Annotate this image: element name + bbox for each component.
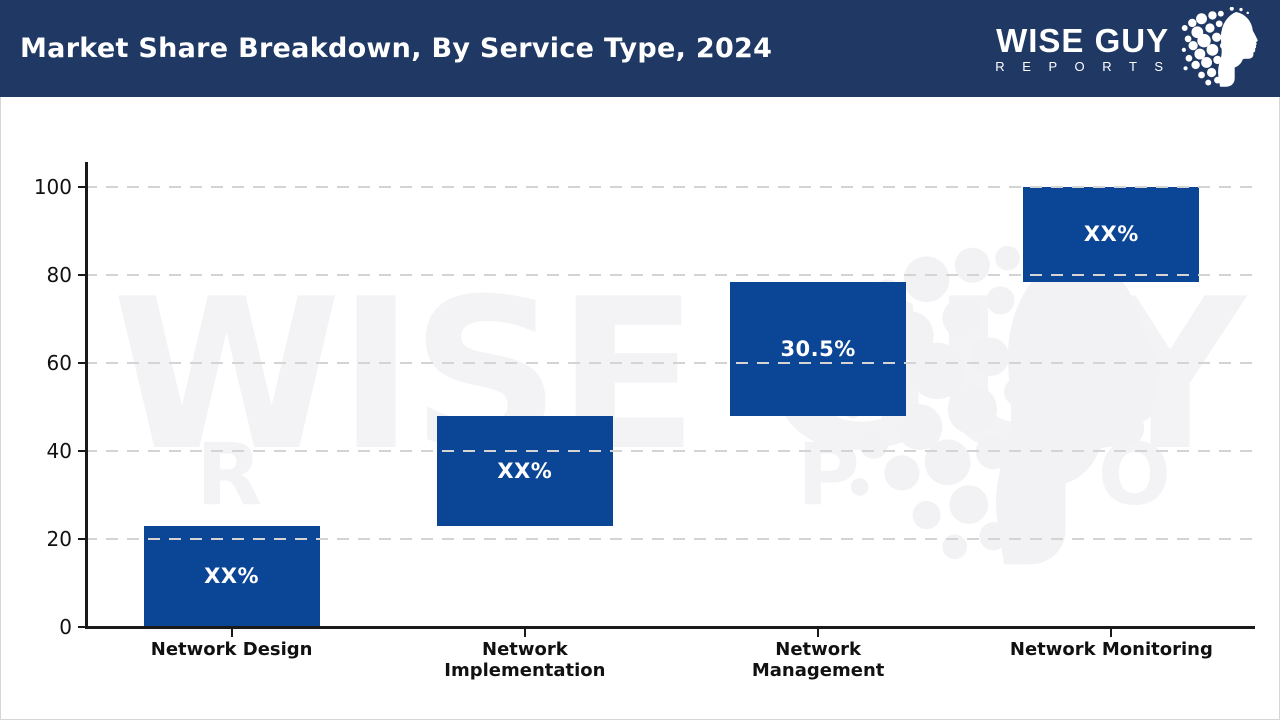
brand-logo: WISE GUY R E P O R T S — [995, 6, 1266, 92]
x-tick-mark — [817, 629, 820, 637]
dotted-head-logo-icon — [1181, 7, 1258, 87]
category-label: Network Implementation — [444, 639, 606, 682]
brand-logo-text: WISE GUY R E P O R T S — [995, 21, 1170, 75]
y-tick-label: 0 — [59, 615, 72, 639]
y-tick-label: 80 — [46, 263, 72, 287]
gridline-y20 — [85, 538, 1258, 540]
category-label: Network Management — [751, 639, 885, 682]
y-tick-label: 100 — [33, 175, 72, 199]
y-tick-mark — [78, 186, 86, 188]
bar-value-label: XX% — [204, 564, 260, 589]
y-tick-label: 40 — [46, 439, 72, 463]
y-axis — [85, 162, 88, 628]
x-tick-mark — [1110, 629, 1113, 637]
y-tick-mark — [78, 626, 86, 628]
brand-name: WISE GUY — [996, 21, 1170, 59]
y-tick-label: 60 — [46, 351, 72, 375]
gridline-y40 — [85, 450, 1258, 452]
gridline-y60 — [85, 362, 1258, 364]
bar-value-label: XX% — [497, 458, 553, 483]
brand-subtitle: R E P O R T S — [995, 59, 1170, 75]
x-axis — [85, 626, 1255, 629]
bar-value-label: 30.5% — [780, 336, 856, 361]
y-tick-mark — [78, 362, 86, 364]
y-tick-mark — [78, 450, 86, 452]
header-bar: Market Share Breakdown, By Service Type,… — [0, 0, 1280, 97]
gridline-y80 — [85, 274, 1258, 276]
bar-network-implementation: XX% — [436, 415, 613, 526]
y-tick-mark — [78, 274, 86, 276]
bar-value-label: XX% — [1083, 222, 1139, 247]
y-tick-label: 20 — [46, 527, 72, 551]
category-label: Network Design — [150, 639, 313, 660]
page-title: Market Share Breakdown, By Service Type,… — [20, 33, 773, 64]
gridline-y100 — [85, 186, 1258, 188]
category-label: Network Monitoring — [1009, 639, 1213, 660]
y-tick-mark — [78, 538, 86, 540]
x-tick-mark — [230, 629, 233, 637]
bar-network-management: 30.5% — [730, 281, 907, 416]
x-tick-mark — [523, 629, 526, 637]
bar-network-design: XX% — [143, 525, 320, 627]
bar-network-monitoring: XX% — [1023, 187, 1200, 282]
